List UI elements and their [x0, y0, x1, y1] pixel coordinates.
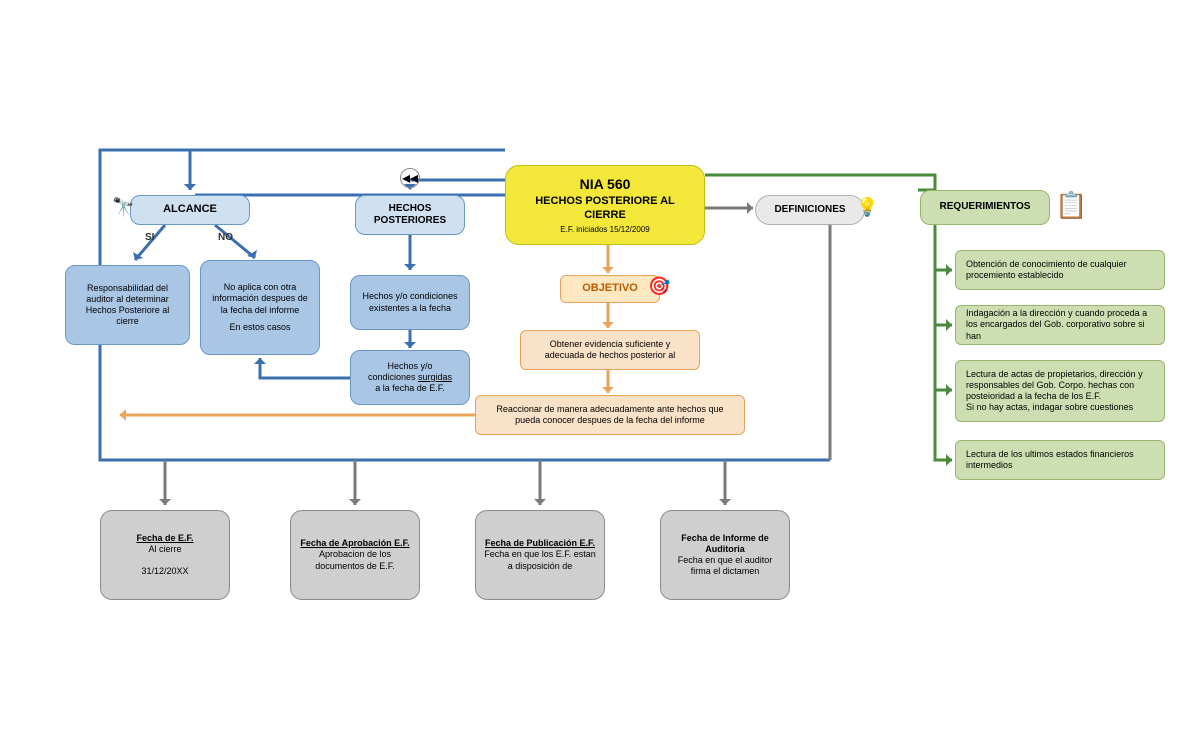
node-fecha-informe: Fecha de Informe de Auditoria Fecha en q…: [660, 510, 790, 600]
rewind-icon: ◂◂: [400, 168, 420, 188]
binoculars-icon: 🔭: [112, 197, 134, 218]
definiciones-label: DEFINICIONES: [774, 204, 845, 217]
alcance-no-text: No aplica con otra información despues d…: [209, 282, 311, 316]
node-objetivo-header: OBJETIVO: [560, 275, 660, 303]
hechos-b-line: Hechos y/o condiciones surgidas a la fec…: [368, 361, 452, 395]
objetivo-b-text: Reaccionar de manera adecuadamente ante …: [484, 404, 736, 427]
node-requerimientos-header: REQUERIMIENTOS: [920, 190, 1050, 225]
node-hechos-header: HECHOS POSTERIORES: [355, 195, 465, 235]
node-fecha-ef: Fecha de E.F. Al cierre 31/12/20XX: [100, 510, 230, 600]
objetivo-a-text: Obtener evidencia suficiente y adecuada …: [529, 339, 691, 362]
node-hechos-a: Hechos y/o condiciones existentes a la f…: [350, 275, 470, 330]
node-objetivo-b: Reaccionar de manera adecuadamente ante …: [475, 395, 745, 435]
node-req-2: Lectura de actas de propietarios, direcc…: [955, 360, 1165, 422]
node-hechos-b: Hechos y/o condiciones surgidas a la fec…: [350, 350, 470, 405]
node-objetivo-a: Obtener evidencia suficiente y adecuada …: [520, 330, 700, 370]
node-alcance-header: ALCANCE: [130, 195, 250, 225]
main-title: NIA 560: [580, 176, 631, 194]
target-icon: 🎯: [648, 276, 670, 297]
req-3-text: Lectura de los ultimos estados financier…: [966, 449, 1154, 472]
label-no: NO: [218, 232, 233, 243]
node-definiciones: DEFINICIONES: [755, 195, 865, 225]
lightbulb-icon: 💡: [856, 197, 878, 218]
requerimientos-label: REQUERIMIENTOS: [940, 201, 1031, 214]
req-1-text: Indagación a la dirección y cuando proce…: [966, 308, 1154, 342]
req-0-text: Obtención de conocimiento de cualquier p…: [966, 259, 1154, 282]
node-fecha-publicacion: Fecha de Publicación E.F. Fecha en que l…: [475, 510, 605, 600]
node-req-3: Lectura de los ultimos estados financier…: [955, 440, 1165, 480]
alcance-si-text: Responsabilidad del auditor al determina…: [74, 283, 181, 328]
label-si: SI: [145, 232, 154, 243]
node-req-1: Indagación a la dirección y cuando proce…: [955, 305, 1165, 345]
alcance-no-text2: En estos casos: [229, 322, 290, 333]
node-alcance-si: Responsabilidad del auditor al determina…: [65, 265, 190, 345]
hechos-label: HECHOS POSTERIORES: [364, 203, 456, 228]
node-alcance-no: No aplica con otra información despues d…: [200, 260, 320, 355]
node-main: NIA 560 HECHOS POSTERIORE AL CIERRE E.F.…: [505, 165, 705, 245]
hechos-a-text: Hechos y/o condiciones existentes a la f…: [359, 291, 461, 314]
node-req-0: Obtención de conocimiento de cualquier p…: [955, 250, 1165, 290]
main-note: E.F. iniciados 15/12/2009: [560, 225, 649, 235]
alcance-label: ALCANCE: [163, 203, 217, 217]
checklist-icon: 📋: [1055, 190, 1087, 221]
main-subtitle: HECHOS POSTERIORE AL CIERRE: [514, 195, 696, 223]
diagram-stage: NIA 560 HECHOS POSTERIORE AL CIERRE E.F.…: [0, 0, 1200, 729]
req-2-text: Lectura de actas de propietarios, direcc…: [966, 369, 1154, 414]
objetivo-label: OBJETIVO: [582, 282, 638, 296]
node-fecha-aprobacion: Fecha de Aprobación E.F. Aprobacion de l…: [290, 510, 420, 600]
